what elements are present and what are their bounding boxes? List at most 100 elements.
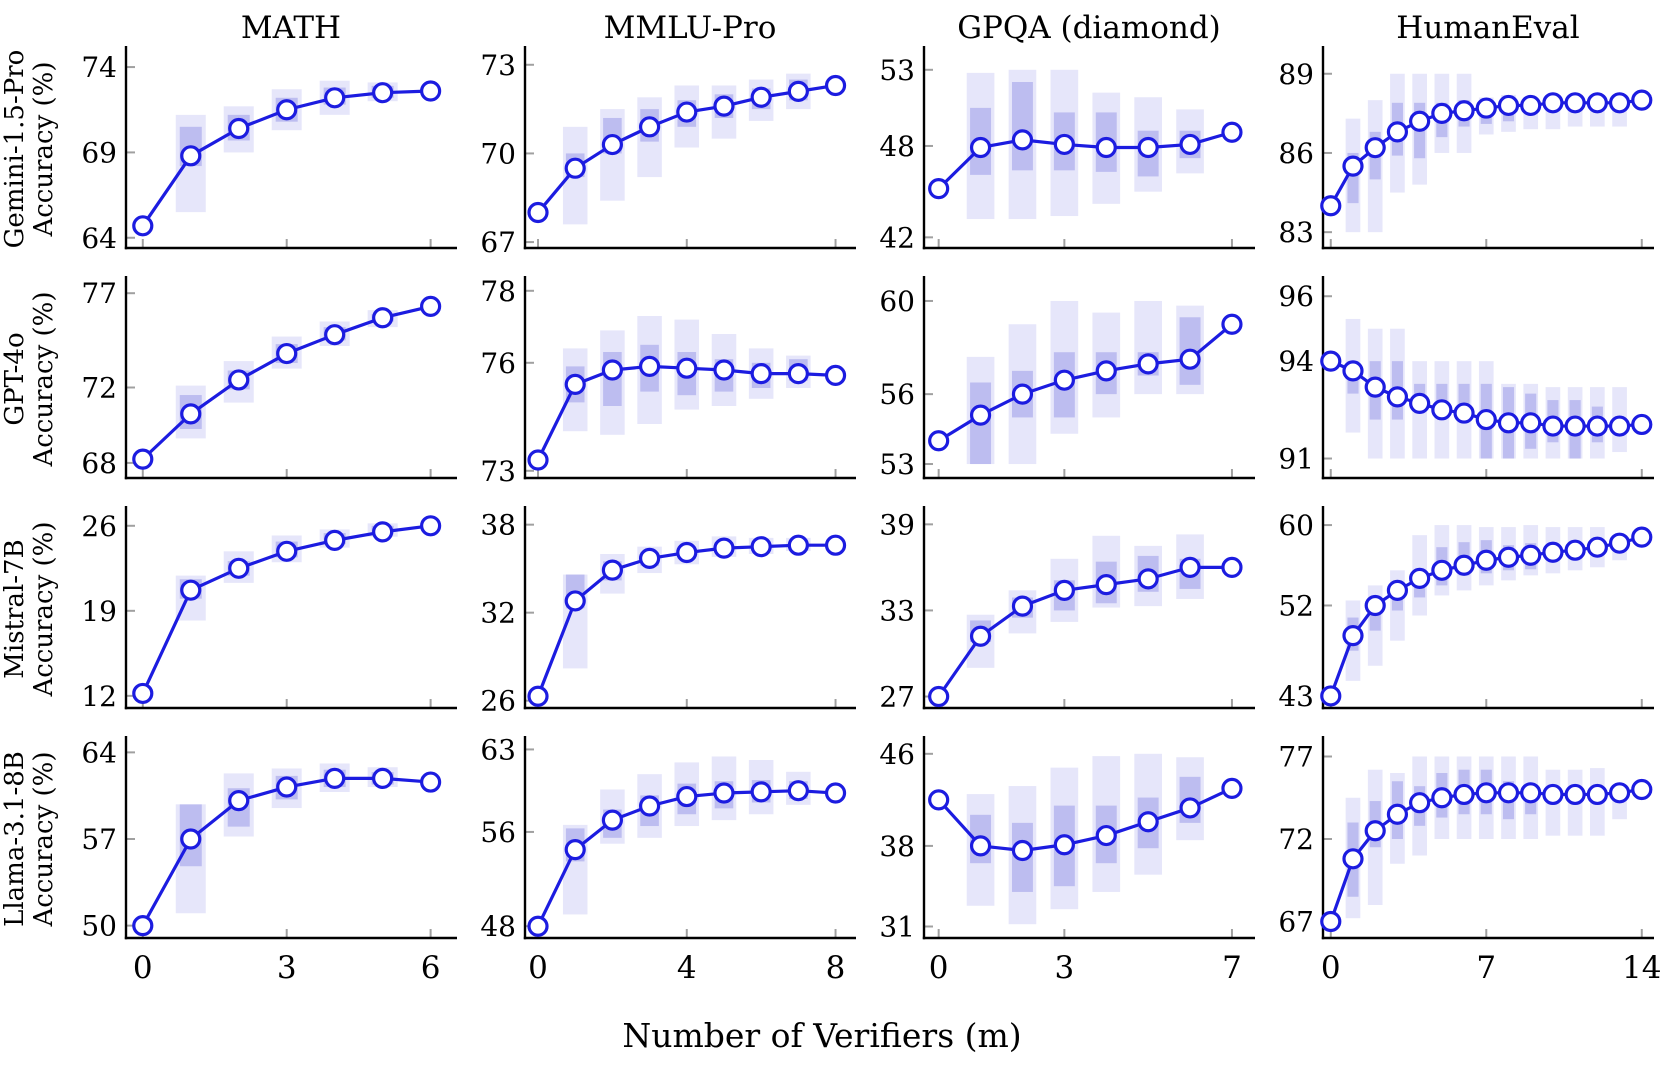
- column-title-gpqa-diamond: GPQA (diamond): [957, 10, 1221, 46]
- subplot-mistral-gpqa: 27 33 39: [862, 504, 1261, 734]
- svg-text:7: 7: [1476, 950, 1496, 986]
- subplot-gpt4o-math-canvas: 68 72 77: [81, 276, 457, 480]
- svg-text:0: 0: [1321, 950, 1341, 986]
- svg-text:42: 42: [879, 221, 915, 254]
- svg-text:94: 94: [1278, 345, 1314, 378]
- svg-text:70: 70: [480, 137, 516, 170]
- row-label-model: GPT-4o: [0, 332, 30, 426]
- subplot-gemini-mmlu-pro: 67 70 73: [463, 44, 862, 274]
- svg-text:74: 74: [81, 51, 117, 84]
- svg-text:77: 77: [81, 277, 117, 310]
- row-label-model: Llama-3.1-8B: [0, 751, 30, 927]
- svg-text:14: 14: [1622, 950, 1660, 986]
- svg-text:96: 96: [1278, 280, 1314, 313]
- svg-text:50: 50: [81, 910, 117, 943]
- svg-text:91: 91: [1278, 443, 1314, 476]
- svg-text:32: 32: [480, 597, 516, 630]
- subplot-gpt4o-gpqa: 53 56 60: [862, 274, 1261, 504]
- subplot-gpt4o-gpqa-canvas: 53 56 60: [879, 276, 1255, 481]
- svg-text:0: 0: [133, 950, 153, 986]
- subplot-mistral-humaneval-canvas: 43 52 60: [1278, 506, 1654, 713]
- svg-text:7: 7: [1222, 950, 1242, 986]
- subplot-gemini-mmlu-pro-canvas: 67 70 73: [480, 46, 856, 259]
- subplot-mistral-math-canvas: 12 19 26: [81, 506, 457, 713]
- svg-text:56: 56: [879, 378, 915, 411]
- column-title-mmlu-pro: MMLU-Pro: [603, 10, 777, 46]
- svg-text:86: 86: [1278, 137, 1314, 170]
- svg-text:73: 73: [480, 455, 516, 488]
- subplot-mistral-math: 12 19 26: [64, 504, 463, 734]
- subplot-gemini-gpqa-canvas: 42 48 53: [879, 46, 1255, 254]
- subplot-gpt4o-humaneval: 91 94 96: [1261, 274, 1660, 504]
- subplot-llama-gpqa-canvas: 31 38 46 0 3 7: [879, 736, 1255, 986]
- subplot-gpt4o-humaneval-canvas: 91 94 96: [1278, 276, 1654, 480]
- svg-text:68: 68: [81, 447, 117, 480]
- row-label-accuracy: Accuracy (%): [29, 521, 59, 697]
- svg-text:73: 73: [480, 49, 516, 82]
- svg-text:67: 67: [1278, 906, 1314, 939]
- subplot-gpt4o-mmlu-pro-canvas: 73 76 78: [480, 275, 856, 488]
- svg-text:53: 53: [879, 54, 915, 87]
- svg-text:19: 19: [81, 595, 117, 628]
- svg-text:38: 38: [480, 509, 516, 542]
- x-axis-label: Number of Verifiers (m): [622, 1016, 1022, 1055]
- svg-text:67: 67: [480, 226, 516, 259]
- svg-text:63: 63: [480, 734, 516, 766]
- row-label-llama-3.1-8b: Llama-3.1-8B Accuracy (%): [0, 719, 62, 959]
- subplot-gemini-math-canvas: 64 69 74: [81, 46, 457, 255]
- subplot-llama-gpqa: 31 38 46 0 3 7: [862, 734, 1261, 1006]
- row-label-gemini-1.5-pro: Gemini-1.5-Pro Accuracy (%): [0, 29, 62, 269]
- svg-text:52: 52: [1278, 589, 1314, 622]
- svg-text:89: 89: [1278, 58, 1314, 91]
- svg-text:4: 4: [677, 950, 697, 986]
- svg-text:83: 83: [1278, 216, 1314, 249]
- subplot-gemini-gpqa: 42 48 53: [862, 44, 1261, 274]
- subplot-llama-humaneval-canvas: 67 72 77 0 7 14: [1278, 736, 1660, 986]
- subplot-mistral-mmlu-pro: 26 32 38: [463, 504, 862, 734]
- svg-text:76: 76: [480, 347, 516, 380]
- svg-text:26: 26: [81, 510, 117, 543]
- row-label-accuracy: Accuracy (%): [29, 61, 59, 237]
- subplot-mistral-humaneval: 43 52 60: [1261, 504, 1660, 734]
- svg-text:31: 31: [879, 910, 915, 943]
- subplot-gemini-math: 64 69 74: [64, 44, 463, 274]
- svg-text:77: 77: [1278, 741, 1314, 774]
- row-label-model: Gemini-1.5-Pro: [0, 49, 30, 249]
- svg-text:53: 53: [879, 448, 915, 481]
- svg-text:39: 39: [879, 508, 915, 541]
- svg-text:69: 69: [81, 136, 117, 169]
- column-title-math: MATH: [240, 10, 342, 46]
- subplot-llama-math: 50 57 64 0 3 6: [64, 734, 463, 1006]
- svg-text:46: 46: [879, 738, 915, 771]
- subplot-grid: MATH MMLU-Pro GPQA (diamond) HumanEval 6…: [64, 0, 1660, 1058]
- svg-text:0: 0: [528, 950, 548, 986]
- subplot-gemini-humaneval: 83 86 89: [1261, 44, 1660, 274]
- subplot-llama-mmlu-pro: 48 56 63 0 4 8: [463, 734, 862, 1006]
- svg-text:27: 27: [879, 681, 915, 714]
- svg-text:48: 48: [879, 130, 915, 163]
- subplot-llama-math-canvas: 50 57 64 0 3 6: [81, 736, 457, 986]
- svg-text:38: 38: [879, 830, 915, 863]
- svg-text:64: 64: [81, 736, 117, 769]
- svg-text:72: 72: [81, 371, 117, 404]
- column-title-humaneval: HumanEval: [1396, 10, 1580, 46]
- svg-text:60: 60: [1278, 509, 1314, 542]
- svg-text:72: 72: [1278, 823, 1314, 856]
- svg-text:3: 3: [277, 950, 297, 986]
- subplot-gpt4o-math: 68 72 77: [64, 274, 463, 504]
- svg-text:3: 3: [1054, 950, 1074, 986]
- row-label-accuracy: Accuracy (%): [29, 751, 59, 927]
- row-label-gpt-4o: GPT-4o Accuracy (%): [0, 259, 62, 499]
- svg-text:12: 12: [81, 680, 117, 713]
- svg-text:0: 0: [929, 950, 949, 986]
- svg-text:33: 33: [879, 594, 915, 627]
- row-label-mistral-7b: Mistral-7B Accuracy (%): [0, 489, 62, 729]
- svg-text:8: 8: [826, 950, 846, 986]
- subplot-mistral-gpqa-canvas: 27 33 39: [879, 506, 1255, 714]
- subplot-mistral-mmlu-pro-canvas: 26 32 38: [480, 506, 856, 718]
- svg-text:43: 43: [1278, 680, 1314, 713]
- subplot-llama-humaneval: 67 72 77 0 7 14: [1261, 734, 1660, 1006]
- svg-text:26: 26: [480, 685, 516, 718]
